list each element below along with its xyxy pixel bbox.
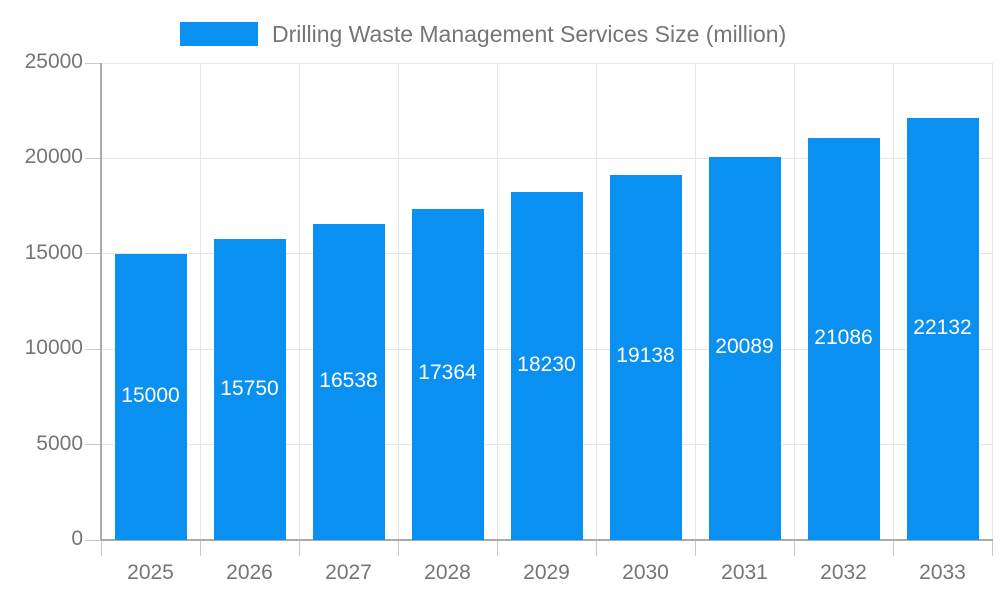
y-axis-tick-label: 20000 xyxy=(24,145,83,169)
y-axis-tick xyxy=(85,253,101,255)
x-gridline xyxy=(298,63,300,540)
bar[interactable] xyxy=(807,137,880,540)
x-axis-tick xyxy=(694,540,696,556)
x-axis-tick-label: 2029 xyxy=(523,561,570,584)
y-axis-tick-label: 10000 xyxy=(24,336,83,360)
x-axis-tick xyxy=(199,540,201,556)
x-axis-tick xyxy=(298,540,300,556)
y-axis-tick xyxy=(85,157,101,159)
x-axis-tick-label: 2030 xyxy=(622,561,669,584)
x-axis-tick-label: 2033 xyxy=(919,561,966,584)
legend-swatch-icon xyxy=(180,22,258,46)
bar[interactable] xyxy=(312,224,385,540)
x-gridline xyxy=(199,63,201,540)
x-gridline xyxy=(397,63,399,540)
y-axis-tick xyxy=(85,62,101,64)
bar[interactable] xyxy=(411,208,484,540)
legend[interactable]: Drilling Waste Management Services Size … xyxy=(180,20,786,48)
x-axis-tick xyxy=(892,540,894,556)
y-axis-tick-label: 15000 xyxy=(24,240,83,264)
y-axis-tick-label: 0 xyxy=(71,527,83,550)
x-axis-tick-label: 2028 xyxy=(424,561,471,584)
legend-label: Drilling Waste Management Services Size … xyxy=(272,20,787,47)
x-axis-tick xyxy=(991,540,993,556)
bar[interactable] xyxy=(114,253,187,540)
x-axis-tick xyxy=(397,540,399,556)
x-axis-tick-label: 2032 xyxy=(820,561,867,584)
x-axis-tick-label: 2026 xyxy=(226,561,273,584)
y-axis-line xyxy=(100,63,102,540)
x-gridline xyxy=(892,63,894,540)
bar[interactable] xyxy=(906,117,979,540)
x-axis-line xyxy=(101,539,993,541)
x-axis-tick xyxy=(595,540,597,556)
x-axis-tick xyxy=(793,540,795,556)
y-axis-tick xyxy=(85,444,101,446)
x-axis-tick-label: 2027 xyxy=(325,561,372,584)
bar[interactable] xyxy=(609,174,682,540)
x-gridline xyxy=(694,63,696,540)
bar[interactable] xyxy=(708,156,781,540)
bar[interactable] xyxy=(213,239,286,540)
y-axis-tick-label: 25000 xyxy=(24,50,83,73)
x-axis-tick-label: 2025 xyxy=(127,561,174,584)
x-gridline xyxy=(793,63,795,540)
y-gridline xyxy=(101,157,992,159)
bar[interactable] xyxy=(510,192,583,540)
y-gridline xyxy=(101,62,992,64)
x-gridline xyxy=(595,63,597,540)
x-gridline xyxy=(991,63,993,540)
y-axis-tick xyxy=(85,348,101,350)
x-axis-tick xyxy=(100,540,102,556)
x-axis-tick xyxy=(496,540,498,556)
y-axis-tick-label: 5000 xyxy=(36,431,83,455)
x-gridline xyxy=(496,63,498,540)
x-axis-tick-label: 2031 xyxy=(721,561,768,584)
y-axis-tick xyxy=(85,539,101,541)
